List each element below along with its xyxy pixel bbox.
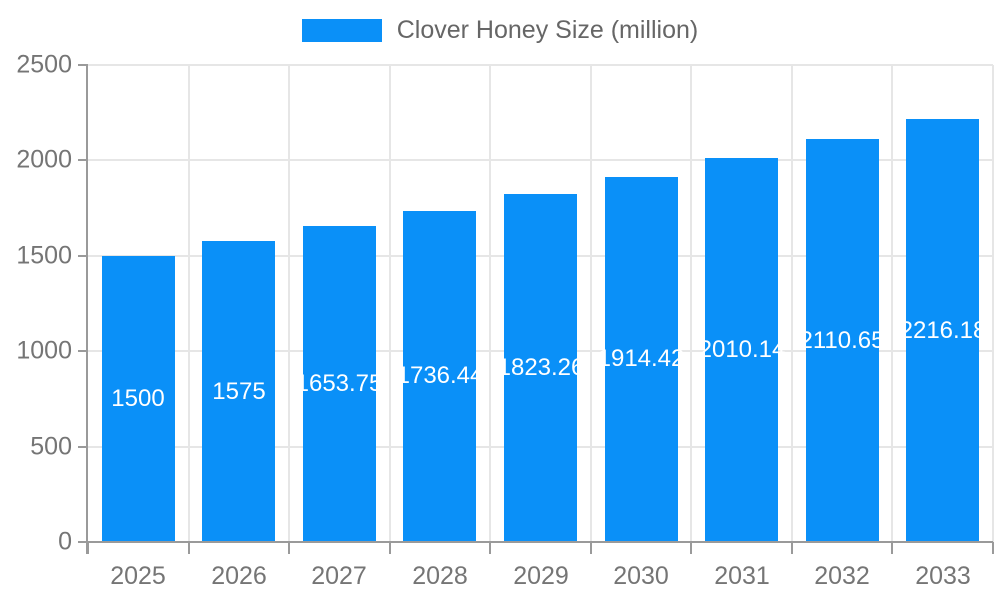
- x-tick-label: 2027: [311, 562, 367, 590]
- x-gridline: [489, 65, 491, 542]
- y-tick-mark: [78, 255, 88, 257]
- x-tick-label: 2025: [110, 562, 166, 590]
- bar-value-label: 2216.18: [899, 317, 987, 344]
- y-tick-label: 2000: [16, 145, 72, 174]
- bar[interactable]: [906, 119, 979, 542]
- bar-value-label: 2010.14: [698, 336, 786, 363]
- x-tick-label: 2032: [814, 562, 870, 590]
- legend-swatch: [301, 19, 382, 42]
- x-tick-mark: [992, 542, 994, 554]
- bar-value-label: 1653.75: [295, 370, 383, 397]
- y-tick-mark: [78, 159, 88, 161]
- x-tick-mark: [389, 542, 391, 554]
- x-tick-label: 2031: [714, 562, 770, 590]
- x-gridline: [791, 65, 793, 542]
- x-tick-mark: [690, 542, 692, 554]
- y-tick-mark: [78, 64, 88, 66]
- y-tick-mark: [78, 541, 88, 543]
- x-tick-label: 2026: [211, 562, 267, 590]
- x-tick-mark: [87, 542, 89, 554]
- legend[interactable]: Clover Honey Size (million): [0, 16, 1000, 45]
- x-tick-label: 2033: [915, 562, 971, 590]
- bar-value-label: 1736.44: [396, 362, 484, 389]
- y-tick-label: 1500: [16, 241, 72, 270]
- y-tick-mark: [78, 350, 88, 352]
- y-tick-label: 500: [30, 432, 72, 461]
- bar-value-label: 1914.42: [597, 345, 685, 372]
- bar[interactable]: [303, 226, 376, 542]
- bar-value-label: 1500: [111, 385, 165, 412]
- y-tick-label: 1000: [16, 336, 72, 365]
- x-gridline: [690, 65, 692, 542]
- x-tick-mark: [791, 542, 793, 554]
- x-gridline: [590, 65, 592, 542]
- bar[interactable]: [202, 241, 275, 542]
- y-tick-label: 0: [58, 527, 72, 556]
- x-gridline: [389, 65, 391, 542]
- y-axis-line: [86, 65, 88, 554]
- x-gridline: [288, 65, 290, 542]
- x-gridline: [891, 65, 893, 542]
- x-tick-mark: [489, 542, 491, 554]
- x-tick-label: 2029: [513, 562, 569, 590]
- bar[interactable]: [504, 194, 577, 542]
- y-tick-mark: [78, 446, 88, 448]
- x-tick-label: 2028: [412, 562, 468, 590]
- x-gridline: [992, 65, 994, 542]
- y-gridline: [88, 64, 993, 66]
- x-tick-mark: [590, 542, 592, 554]
- bar-value-label: 2110.65: [799, 327, 885, 354]
- legend-label: Clover Honey Size (million): [396, 16, 699, 44]
- x-tick-label: 2030: [613, 562, 669, 590]
- x-tick-mark: [891, 542, 893, 554]
- bar[interactable]: [605, 177, 678, 542]
- bar-value-label: 1575: [212, 378, 266, 405]
- x-gridline: [188, 65, 190, 542]
- bar[interactable]: [403, 211, 476, 542]
- bar[interactable]: [102, 256, 175, 542]
- bar-value-label: 1823.26: [497, 354, 585, 381]
- y-tick-label: 2500: [16, 50, 72, 79]
- x-tick-mark: [288, 542, 290, 554]
- x-tick-mark: [188, 542, 190, 554]
- bar[interactable]: [806, 139, 879, 542]
